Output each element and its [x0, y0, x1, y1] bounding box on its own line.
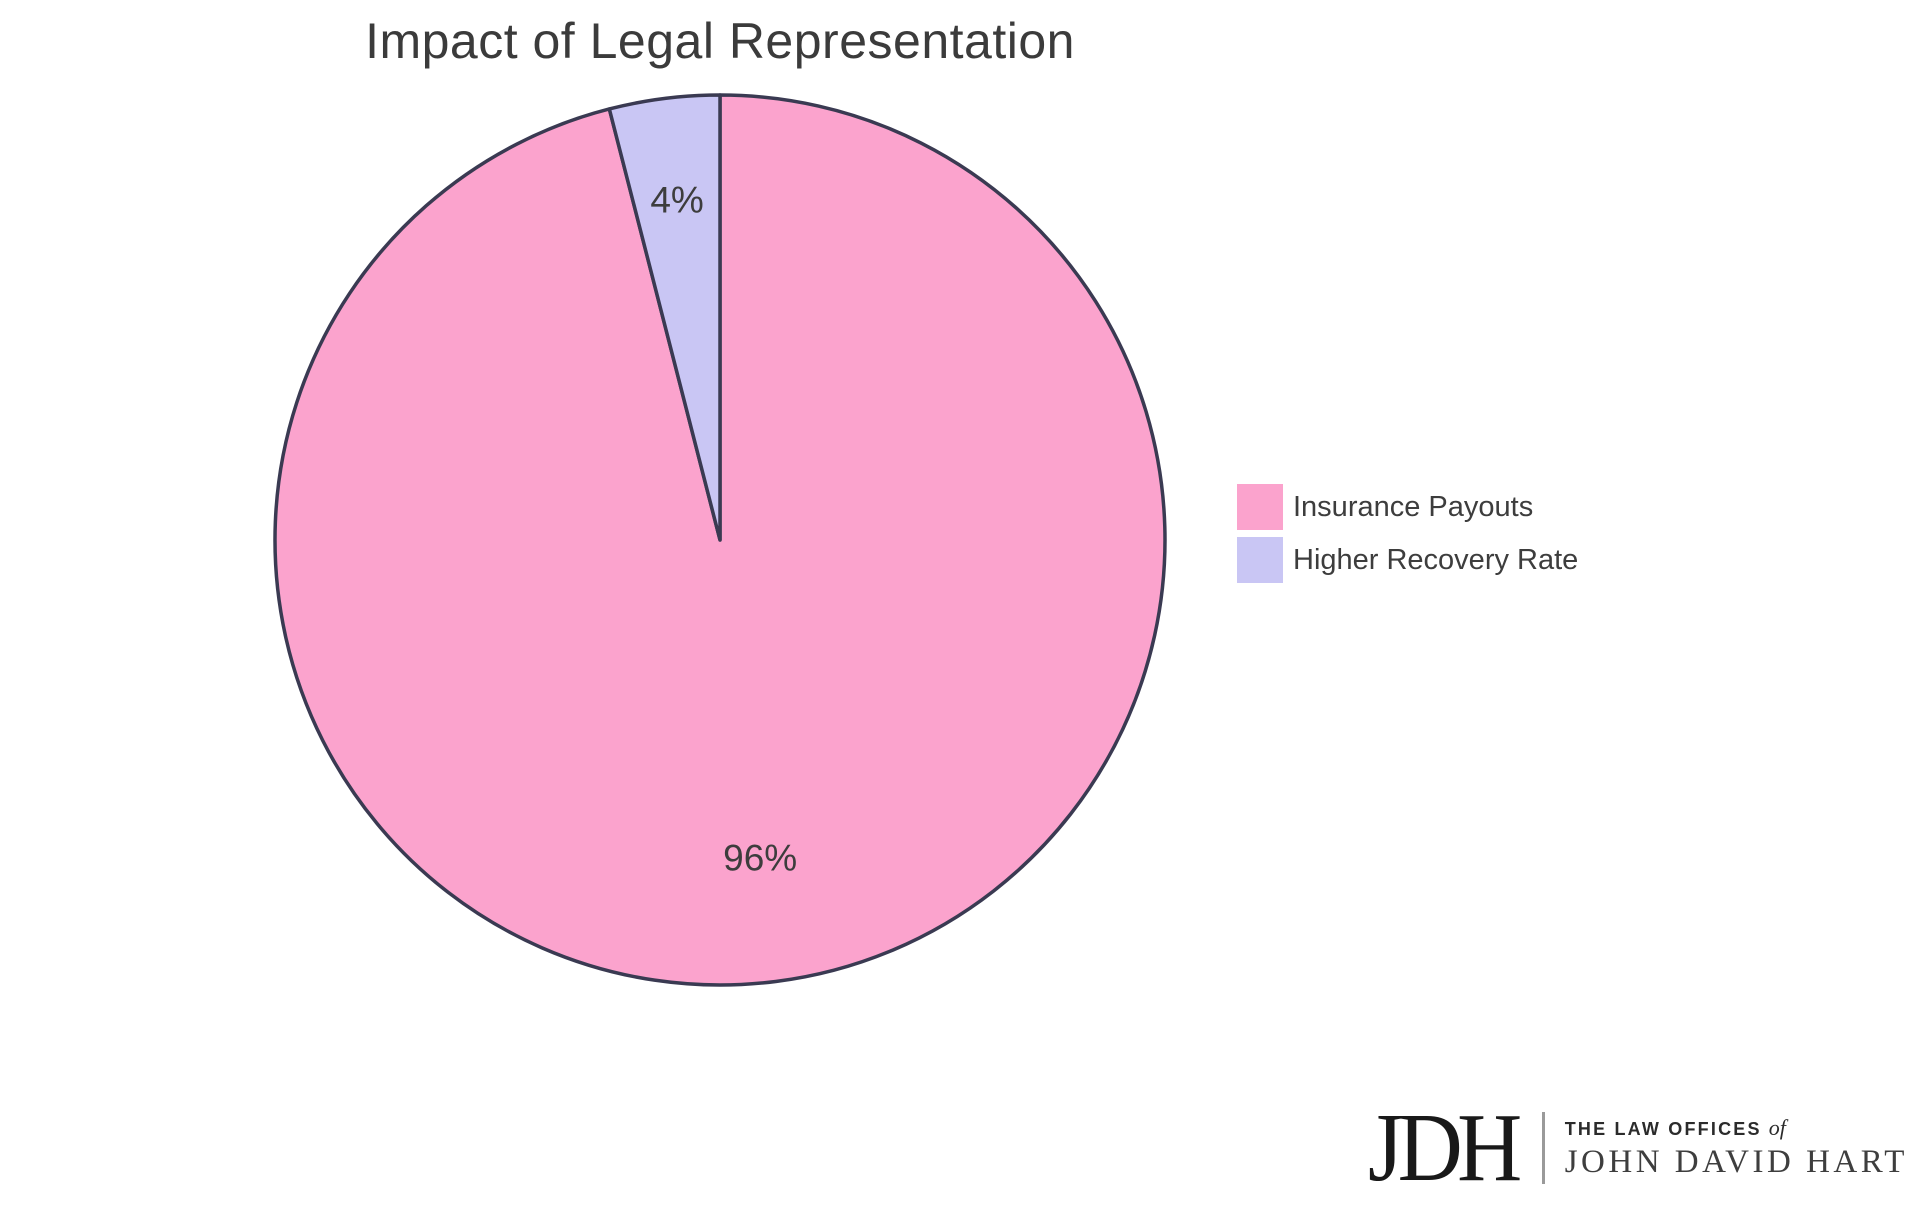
legend: Insurance Payouts Higher Recovery Rate	[1237, 484, 1578, 583]
pie-chart: 96% 4%	[273, 93, 1167, 987]
jdh-monogram: JDH	[1368, 1094, 1522, 1202]
pie-value-label-higher-recovery-rate: 4%	[650, 180, 703, 221]
legend-item-higher-recovery-rate[interactable]: Higher Recovery Rate	[1237, 537, 1578, 583]
pie-slice-higher-recovery-rate[interactable]	[607, 93, 722, 542]
legend-swatch-insurance-payouts	[1237, 484, 1283, 530]
legend-label-higher-recovery-rate: Higher Recovery Rate	[1293, 543, 1579, 576]
logo-tagline: THE LAW OFFICES of	[1565, 1115, 1908, 1141]
logo-tagline-of: of	[1768, 1115, 1786, 1141]
logo-tagline-caps: THE LAW OFFICES	[1564, 1119, 1762, 1140]
pie-value-label-insurance-payouts: 96%	[723, 837, 797, 878]
legend-label-insurance-payouts: Insurance Payouts	[1293, 490, 1534, 523]
legend-item-insurance-payouts[interactable]: Insurance Payouts	[1237, 484, 1578, 530]
logo-divider	[1541, 1112, 1545, 1185]
firm-logo: JDH THE LAW OFFICES of JOHN DAVID HART	[1368, 1094, 1908, 1202]
legend-swatch-higher-recovery-rate	[1237, 537, 1283, 583]
chart-title: Impact of Legal Representation	[365, 13, 1075, 69]
firm-name: JOHN DAVID HART	[1564, 1144, 1908, 1181]
logo-text: THE LAW OFFICES of JOHN DAVID HART	[1565, 1115, 1908, 1181]
